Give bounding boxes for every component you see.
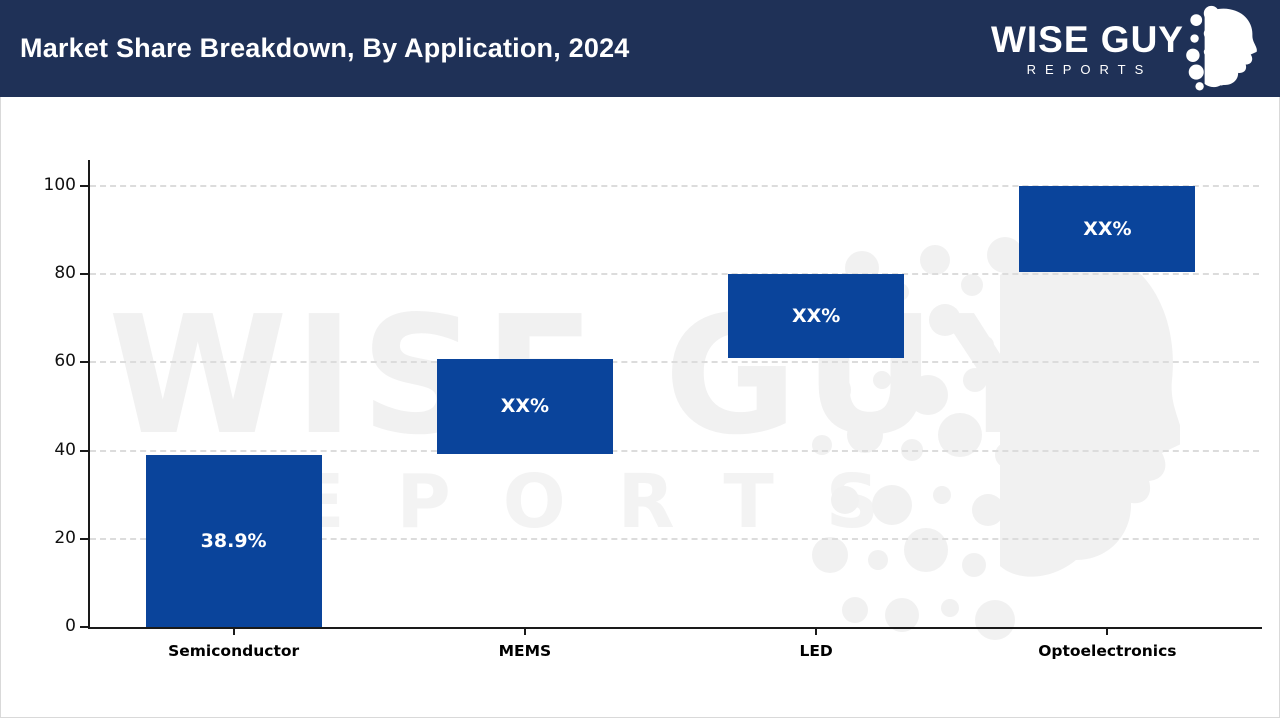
header-bar: Market Share Breakdown, By Application, … (0, 0, 1280, 97)
bar-value-label: XX% (1083, 218, 1132, 241)
gridline-y-60 (90, 361, 1259, 364)
logo-head-icon (1186, 5, 1257, 90)
plot-area: 0 20 40 60 80 100 38.9% Semiconductor XX% MEMS XX%… (0, 97, 1280, 720)
bar-led: XX% (728, 273, 905, 359)
y-tick-label-20: 20 (54, 527, 76, 548)
bar-semiconductor: 38.9% (145, 455, 322, 627)
y-tick-label-100: 100 (43, 175, 76, 195)
bar-value-label: XX% (500, 395, 550, 418)
y-tick-label-80: 80 (54, 263, 76, 284)
x-axis-line (88, 627, 1262, 629)
y-tick-label-40: 40 (54, 439, 76, 460)
y-tick-60 (80, 361, 88, 364)
logo-text: WISE GUY REPORTS (991, 21, 1184, 77)
category-label-mems: MEMS (498, 642, 552, 660)
y-tick-100 (80, 185, 88, 187)
x-tick-1 (523, 629, 526, 635)
watermark-head-graphic (810, 237, 1180, 640)
y-axis-line (88, 160, 90, 629)
gridline-y-40 (90, 449, 1259, 452)
bar-optoelectronics: XX% (1019, 186, 1196, 273)
gridline-y-100 (90, 185, 1259, 187)
chart-area: WISE GUY REPORTS (0, 97, 1280, 720)
page-title: Market Share Breakdown, By Application, … (20, 33, 630, 63)
gridline-y-20 (90, 537, 1259, 540)
bar-value-label: XX% (791, 305, 841, 328)
y-tick-label-0: 0 (65, 616, 76, 636)
y-tick-40 (80, 449, 88, 452)
bar-value-label: 38.9% (200, 530, 267, 553)
category-label-optoelectronics: Optoelectronics (1038, 642, 1177, 660)
y-tick-label-60: 60 (54, 351, 76, 372)
y-tick-20 (80, 537, 88, 540)
y-tick-80 (80, 273, 88, 276)
y-tick-0 (80, 626, 88, 628)
x-tick-3 (1106, 629, 1109, 635)
logo-wordmark: WISE GUY (990, 18, 1184, 60)
x-tick-2 (815, 629, 818, 635)
bar-mems: XX% (436, 359, 613, 454)
wiseguy-logo: WISE GUY REPORTS (991, 5, 1266, 93)
logo-subtext: REPORTS (1026, 61, 1153, 77)
category-label-semiconductor: Semiconductor (168, 642, 300, 660)
category-label-led: LED (799, 642, 833, 660)
gridline-y-80 (90, 273, 1259, 276)
x-tick-0 (232, 629, 235, 635)
